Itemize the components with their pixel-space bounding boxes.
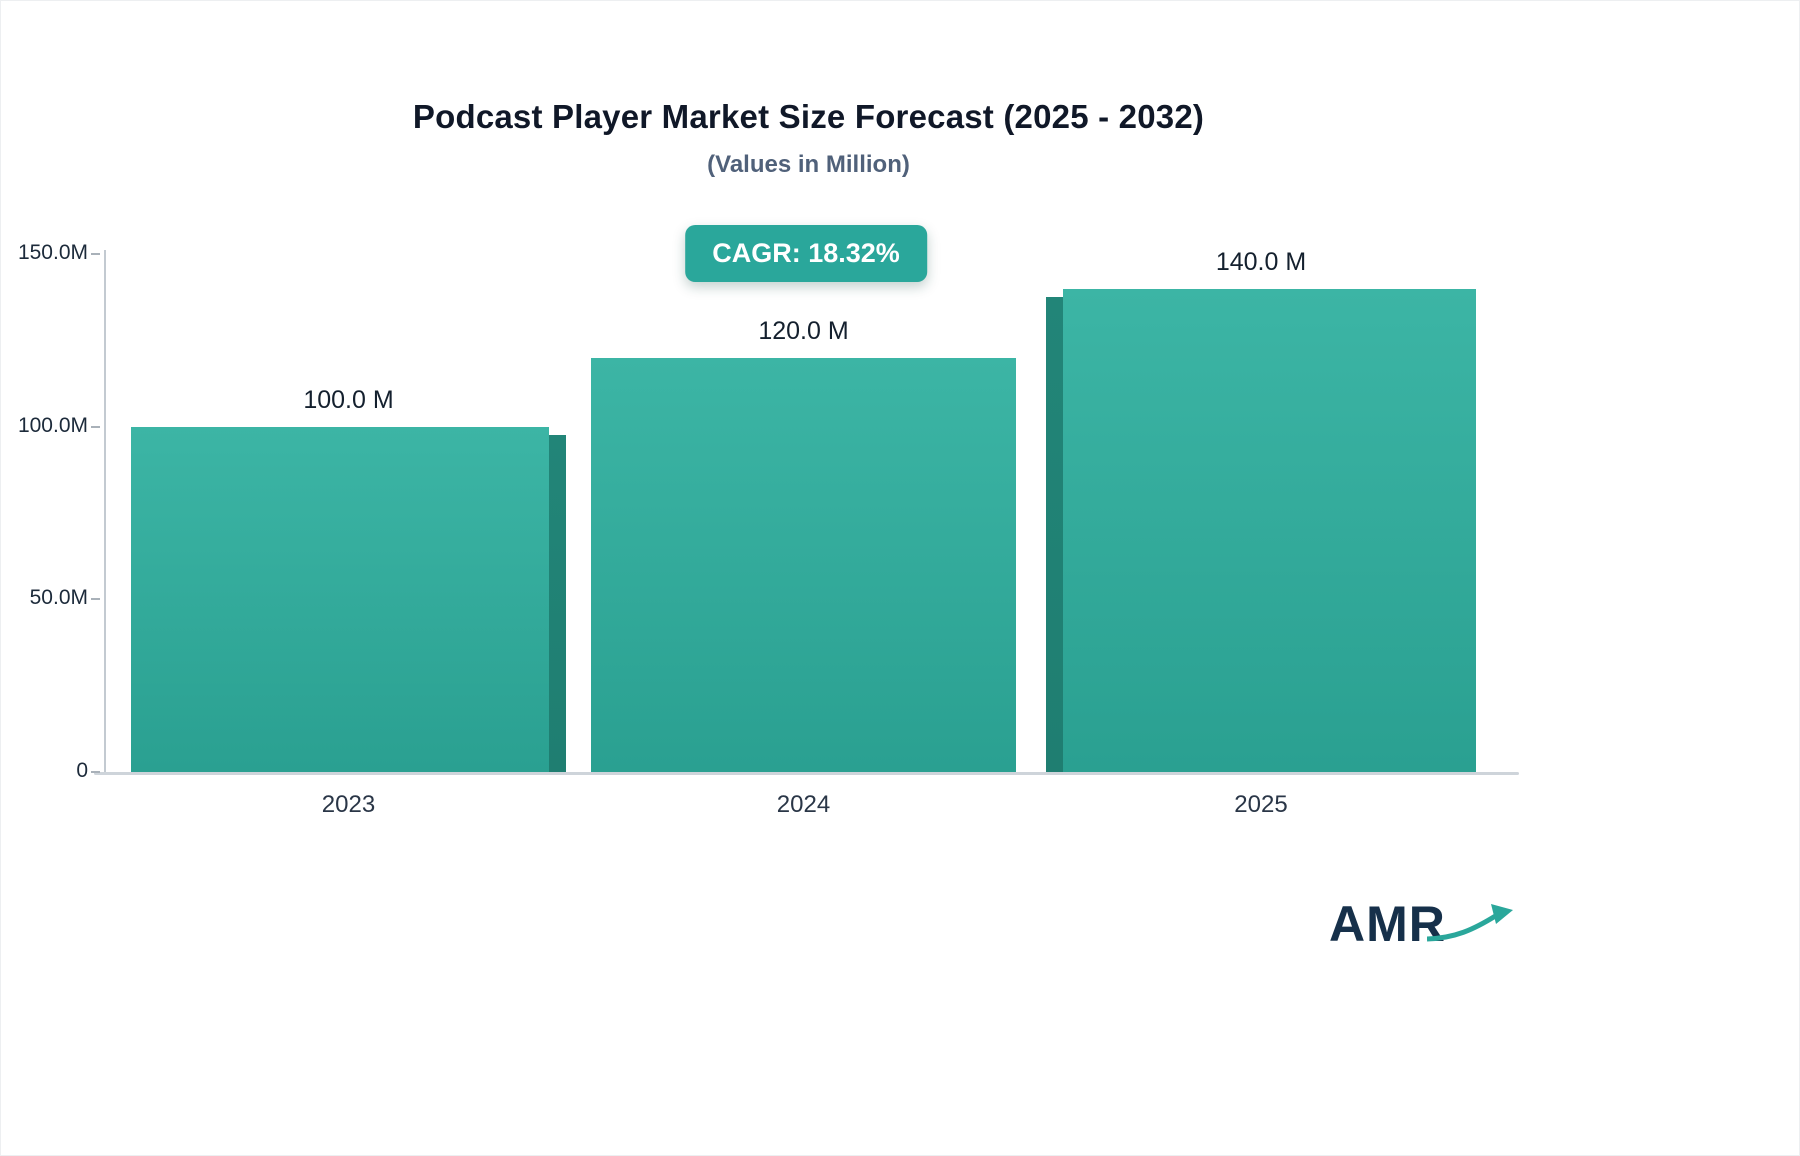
y-axis-tick (91, 771, 100, 773)
bar-2023 (131, 427, 549, 772)
cagr-badge: CAGR: 18.32% (685, 225, 927, 282)
x-axis-label: 2025 (1234, 791, 1288, 818)
x-axis-label: 2024 (776, 791, 831, 818)
cagr-badge-label: CAGR: 18.32% (712, 238, 900, 268)
y-axis-label: 100.0M (17, 413, 88, 437)
y-axis-line (104, 250, 106, 775)
y-axis-tick (91, 253, 100, 255)
amr-logo: AMR (1329, 895, 1513, 961)
bar-value-label: 120.0 M (758, 317, 849, 345)
y-axis-tick (91, 425, 100, 428)
bar-3d-side (1046, 297, 1063, 772)
bar-2024 (591, 358, 1016, 772)
y-axis-label: 0 (76, 759, 88, 782)
chart-title: Podcast Player Market Size Forecast (202… (412, 98, 1205, 135)
bar-2025 (1063, 289, 1476, 772)
bar-value-label: 140.0 M (1215, 248, 1307, 276)
x-axis-label: 2023 (321, 791, 376, 818)
bar-value-label: 100.0 M (303, 386, 394, 414)
amr-logo-text: AMR (1329, 896, 1446, 952)
growth-arrow-icon (1427, 904, 1513, 942)
chart-subtitle: (Values in Million) (707, 151, 910, 178)
y-axis-label: 150.0M (17, 241, 88, 264)
x-axis-line (94, 772, 1519, 775)
y-axis-tick (91, 598, 100, 601)
bar-3d-side (549, 435, 566, 772)
y-axis-label: 50.0M (29, 586, 88, 610)
plot-area: 0 50.0M 100.0M 150.0M 100.0 M 2023 120.0 M 202… (18, 241, 1519, 818)
